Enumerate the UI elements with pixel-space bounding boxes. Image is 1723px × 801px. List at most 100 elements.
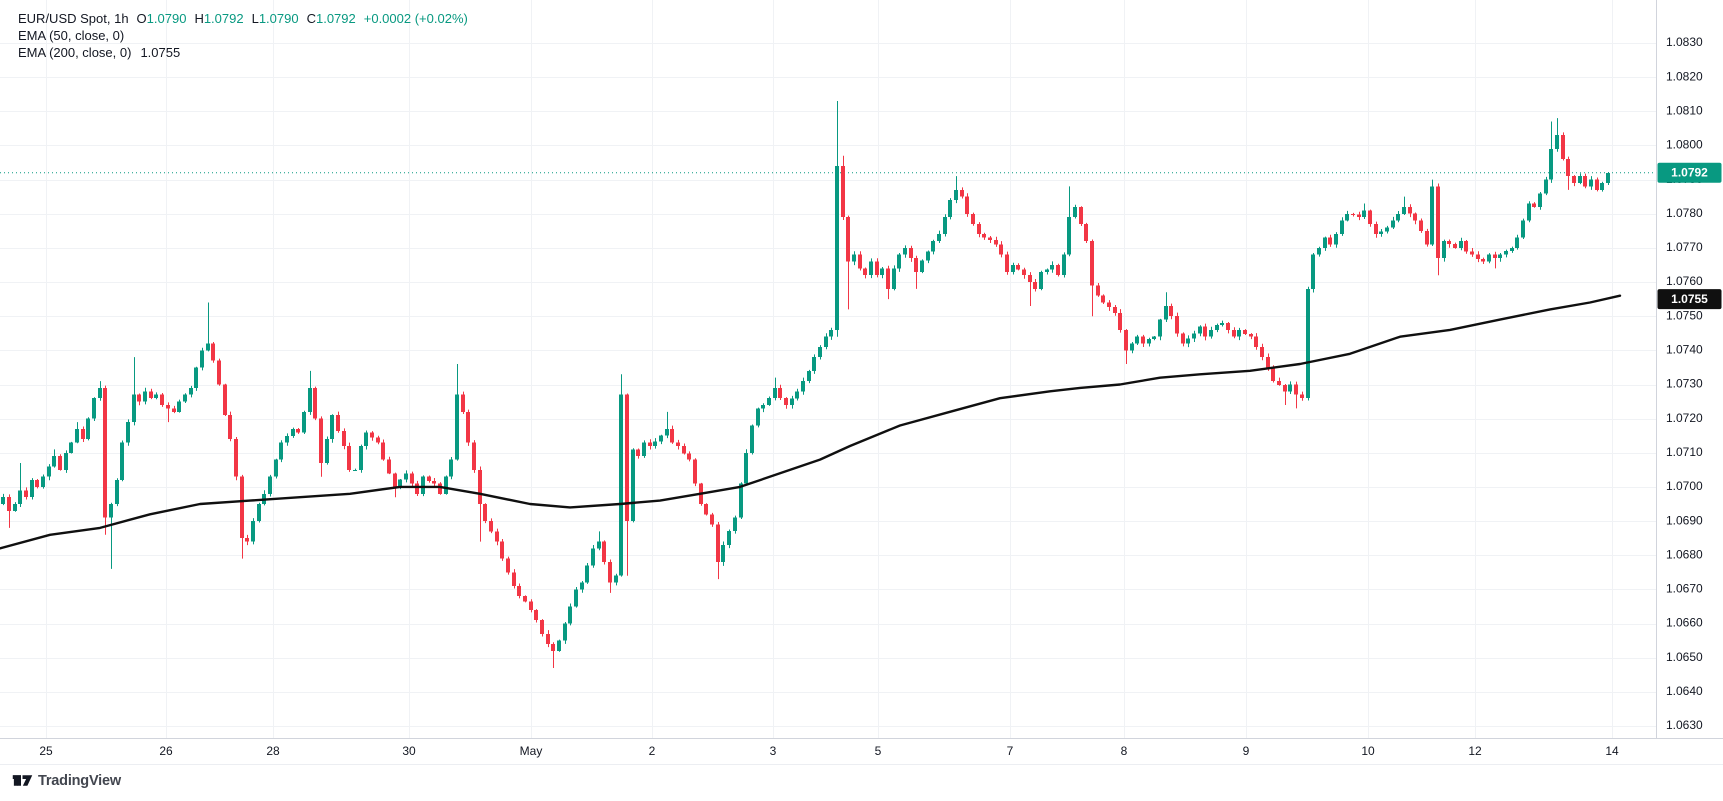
candle[interactable] (1016, 263, 1020, 271)
candle[interactable] (223, 383, 227, 417)
candle[interactable] (733, 515, 737, 534)
candle[interactable] (1232, 327, 1236, 339)
candle[interactable] (1538, 191, 1542, 210)
candle[interactable] (1135, 334, 1139, 346)
candle[interactable] (574, 586, 578, 608)
candle[interactable] (381, 439, 385, 461)
candle[interactable] (801, 377, 805, 395)
candle[interactable] (483, 503, 487, 524)
candle[interactable] (1374, 221, 1378, 238)
candle[interactable] (585, 563, 589, 584)
candle[interactable] (1379, 228, 1383, 237)
candle[interactable] (1504, 249, 1508, 258)
candle[interactable] (1288, 381, 1292, 394)
candle[interactable] (852, 251, 856, 266)
candle[interactable] (1396, 211, 1400, 223)
candle[interactable] (336, 411, 340, 433)
ema-200-line[interactable] (0, 294, 1622, 550)
candle[interactable] (994, 236, 998, 247)
candle[interactable] (631, 448, 635, 523)
candle[interactable] (1311, 253, 1315, 293)
candle[interactable] (523, 595, 527, 603)
candle[interactable] (81, 426, 85, 443)
candle[interactable] (1317, 246, 1321, 257)
candle[interactable] (818, 345, 822, 360)
candle[interactable] (75, 422, 79, 444)
candle[interactable] (1186, 335, 1190, 348)
candle[interactable] (886, 265, 890, 300)
candle[interactable] (1442, 239, 1446, 262)
candle[interactable] (200, 347, 204, 371)
candle[interactable] (228, 411, 232, 442)
candle[interactable] (721, 541, 725, 566)
candle[interactable] (1209, 326, 1213, 339)
candle[interactable] (291, 427, 295, 438)
candle[interactable] (1028, 272, 1032, 306)
candle[interactable] (1419, 218, 1423, 233)
candle[interactable] (1118, 309, 1122, 333)
candle[interactable] (750, 424, 754, 455)
candle[interactable] (1402, 196, 1406, 216)
candle[interactable] (1277, 377, 1281, 386)
candle[interactable] (551, 642, 555, 668)
candle[interactable] (461, 391, 465, 415)
candle[interactable] (1510, 246, 1514, 253)
candle[interactable] (1096, 283, 1100, 297)
tradingview-logo[interactable]: TradingView (12, 772, 121, 789)
candle[interactable] (489, 518, 493, 534)
price-axis[interactable]: 1.08301.08201.08101.08001.07901.07801.07… (1657, 0, 1723, 738)
candle[interactable] (92, 397, 96, 422)
candle[interactable] (449, 456, 453, 480)
candle[interactable] (1113, 305, 1117, 316)
time-axis[interactable]: 25 26 28 30 May 2 3 5 7 8 9 10 12 14 (39, 744, 1619, 758)
candle[interactable] (279, 440, 283, 463)
candle[interactable] (943, 214, 947, 237)
candle[interactable] (1436, 183, 1440, 276)
candle[interactable] (739, 482, 743, 519)
candle[interactable] (1220, 320, 1224, 327)
candle[interactable] (359, 444, 363, 473)
candle[interactable] (693, 458, 697, 487)
candle[interactable] (869, 258, 873, 279)
candle[interactable] (608, 559, 612, 593)
candle[interactable] (1254, 333, 1258, 350)
candle[interactable] (704, 503, 708, 516)
candle[interactable] (319, 416, 323, 477)
candle[interactable] (767, 396, 771, 406)
candle[interactable] (364, 430, 368, 450)
candle[interactable] (1459, 237, 1463, 251)
candle[interactable] (1011, 262, 1015, 275)
candle[interactable] (846, 215, 850, 310)
candle[interactable] (920, 259, 924, 274)
candle[interactable] (1357, 211, 1361, 221)
candle[interactable] (189, 385, 193, 398)
candle[interactable] (1101, 294, 1105, 304)
candle[interactable] (1169, 303, 1173, 320)
candle[interactable] (1215, 323, 1219, 333)
candle[interactable] (234, 436, 238, 481)
candle[interactable] (427, 475, 431, 483)
candle[interactable] (1084, 222, 1088, 243)
candle[interactable] (1425, 228, 1429, 247)
candle[interactable] (529, 599, 533, 613)
candle[interactable] (410, 471, 414, 487)
candle[interactable] (1578, 173, 1582, 185)
candle[interactable] (1351, 212, 1355, 217)
candle[interactable] (35, 478, 39, 489)
candle[interactable] (716, 522, 720, 580)
candle[interactable] (24, 487, 28, 500)
candle[interactable] (149, 388, 153, 400)
candle[interactable] (875, 258, 879, 278)
candle[interactable] (790, 395, 794, 409)
indicator-legend-ema200[interactable]: EMA (200, close, 0) 1.0755 (18, 44, 468, 61)
candle[interactable] (240, 474, 244, 559)
candle[interactable] (1498, 253, 1502, 262)
candle[interactable] (1050, 261, 1054, 273)
candle[interactable] (1306, 286, 1310, 401)
candle[interactable] (648, 439, 652, 450)
candle[interactable] (1413, 212, 1417, 225)
candle[interactable] (1005, 251, 1009, 275)
candle[interactable] (69, 441, 73, 454)
candle[interactable] (960, 187, 964, 199)
candle[interactable] (1368, 209, 1372, 227)
